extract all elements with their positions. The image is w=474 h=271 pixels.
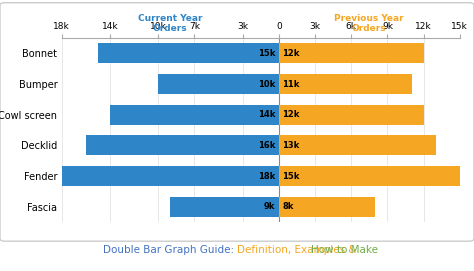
- Text: 15k: 15k: [258, 49, 275, 58]
- Text: 9k: 9k: [264, 202, 275, 211]
- Text: 10k: 10k: [258, 79, 275, 89]
- Bar: [62, 166, 279, 186]
- Text: Current Year
Orders: Current Year Orders: [138, 14, 202, 33]
- Bar: [279, 136, 436, 156]
- Bar: [170, 197, 279, 217]
- Text: 11k: 11k: [283, 79, 300, 89]
- Bar: [279, 197, 375, 217]
- Text: How to Make: How to Make: [311, 245, 378, 255]
- Text: 12k: 12k: [283, 49, 300, 58]
- Text: 15k: 15k: [283, 172, 300, 181]
- Text: 13k: 13k: [283, 141, 300, 150]
- Text: Double Bar Graph Guide:: Double Bar Graph Guide:: [103, 245, 237, 255]
- Text: 16k: 16k: [258, 141, 275, 150]
- Text: Previous Year
Orders: Previous Year Orders: [335, 14, 404, 33]
- Bar: [98, 43, 279, 63]
- Bar: [110, 105, 279, 125]
- Text: Definition, Examples &: Definition, Examples &: [237, 245, 360, 255]
- Bar: [158, 74, 279, 94]
- Text: 8k: 8k: [283, 202, 294, 211]
- Bar: [279, 105, 424, 125]
- Bar: [279, 166, 460, 186]
- Text: 14k: 14k: [258, 110, 275, 119]
- Text: 18k: 18k: [258, 172, 275, 181]
- Text: 12k: 12k: [283, 110, 300, 119]
- Bar: [279, 43, 424, 63]
- Bar: [86, 136, 279, 156]
- Bar: [279, 74, 411, 94]
